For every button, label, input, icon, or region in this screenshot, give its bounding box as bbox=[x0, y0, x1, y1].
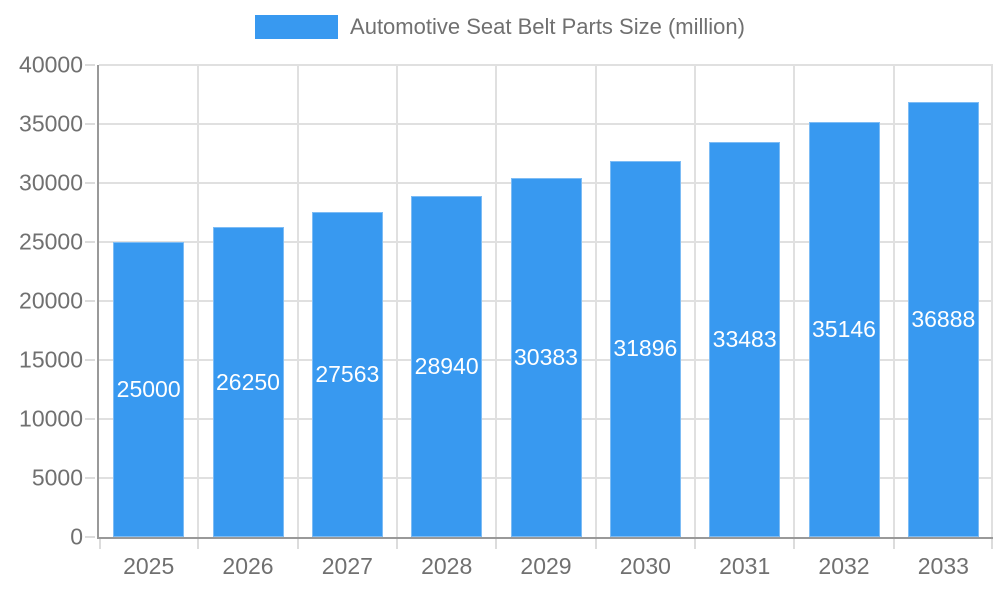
plot-area: 0 5000 10000 15000 20000 25000 30000 35000 40000… bbox=[19, 52, 993, 579]
bar-value-label: 31896 bbox=[613, 335, 678, 362]
bar-2031[interactable]: 33483 bbox=[709, 141, 781, 537]
x-tick-mark bbox=[197, 539, 200, 549]
bar-2033[interactable]: 36888 bbox=[907, 101, 979, 537]
legend-label: Automotive Seat Belt Parts Size (million… bbox=[350, 14, 745, 39]
y-axis-tick-label: 30000 bbox=[19, 169, 83, 196]
y-axis-tick-label: 5000 bbox=[31, 464, 83, 491]
y-tick-mark bbox=[85, 536, 95, 538]
x-tick-mark bbox=[99, 539, 101, 549]
x-tick-mark bbox=[892, 539, 895, 549]
x-gridline bbox=[296, 65, 299, 537]
x-gridline bbox=[197, 65, 200, 537]
y-gridline bbox=[99, 123, 993, 125]
y-axis-tick-label: 25000 bbox=[19, 228, 83, 255]
x-axis-tick-label: 2028 bbox=[421, 553, 473, 579]
x-tick-mark bbox=[396, 539, 398, 549]
bar-2028[interactable]: 28940 bbox=[411, 195, 483, 537]
x-axis-tick-label: 2026 bbox=[222, 553, 274, 579]
bar-value-label: 28940 bbox=[414, 352, 479, 379]
x-tick-mark bbox=[495, 539, 498, 549]
y-tick-mark bbox=[85, 64, 95, 66]
y-tick-mark bbox=[85, 123, 95, 125]
y-axis-tick-label: 40000 bbox=[19, 51, 83, 78]
x-axis-tick-label: 2032 bbox=[818, 553, 870, 579]
bar-2025[interactable]: 25000 bbox=[113, 242, 185, 537]
x-axis-tick-label: 2030 bbox=[619, 553, 671, 579]
bar-2032[interactable]: 35146 bbox=[808, 122, 880, 537]
y-axis-tick-label: 15000 bbox=[19, 346, 83, 373]
y-tick-mark bbox=[85, 300, 95, 302]
y-tick-mark bbox=[85, 359, 95, 361]
bar-value-label: 36888 bbox=[911, 305, 976, 332]
y-tick-mark bbox=[85, 477, 95, 479]
x-gridline bbox=[396, 65, 398, 537]
x-tick-mark bbox=[296, 539, 299, 549]
x-tick-mark bbox=[793, 539, 796, 549]
y-axis-tick-label: 35000 bbox=[19, 110, 83, 137]
bar-2029[interactable]: 30383 bbox=[510, 178, 582, 537]
bar-value-label: 35146 bbox=[812, 316, 876, 343]
y-axis-tick-label: 10000 bbox=[19, 405, 83, 432]
y-axis-tick-label: 20000 bbox=[19, 287, 83, 314]
x-gridline bbox=[793, 65, 796, 537]
bar-2027[interactable]: 27563 bbox=[311, 211, 383, 537]
legend: Automotive Seat Belt Parts Size (million… bbox=[0, 14, 1000, 40]
bar-value-label: 30383 bbox=[514, 344, 578, 371]
x-axis-tick-label: 2029 bbox=[520, 553, 572, 579]
bar-value-label: 25000 bbox=[116, 376, 181, 402]
y-gridline bbox=[99, 64, 993, 66]
bar-value-label: 26250 bbox=[216, 368, 280, 395]
x-axis-tick-label: 2033 bbox=[917, 553, 969, 579]
legend-item[interactable]: Automotive Seat Belt Parts Size (million… bbox=[255, 14, 745, 40]
x-gridline bbox=[991, 65, 993, 537]
x-axis-tick-label: 2025 bbox=[123, 553, 175, 579]
x-gridline bbox=[892, 65, 895, 537]
x-tick-mark bbox=[594, 539, 597, 549]
y-axis-tick-label: 0 bbox=[70, 523, 83, 550]
x-tick-mark bbox=[991, 539, 993, 549]
x-gridline bbox=[594, 65, 597, 537]
y-tick-mark bbox=[85, 418, 95, 420]
y-tick-mark bbox=[85, 182, 95, 184]
x-axis-tick-label: 2031 bbox=[719, 553, 771, 579]
x-gridline bbox=[495, 65, 498, 537]
legend-swatch-icon bbox=[255, 15, 339, 39]
x-gridline bbox=[694, 65, 696, 537]
bar-value-label: 33483 bbox=[712, 325, 777, 352]
bar-2030[interactable]: 31896 bbox=[609, 160, 681, 537]
bar-2026[interactable]: 26250 bbox=[212, 227, 284, 537]
x-tick-mark bbox=[694, 539, 696, 549]
y-tick-mark bbox=[85, 241, 95, 243]
x-axis-tick-label: 2027 bbox=[321, 553, 373, 579]
bar-value-label: 27563 bbox=[315, 360, 380, 387]
